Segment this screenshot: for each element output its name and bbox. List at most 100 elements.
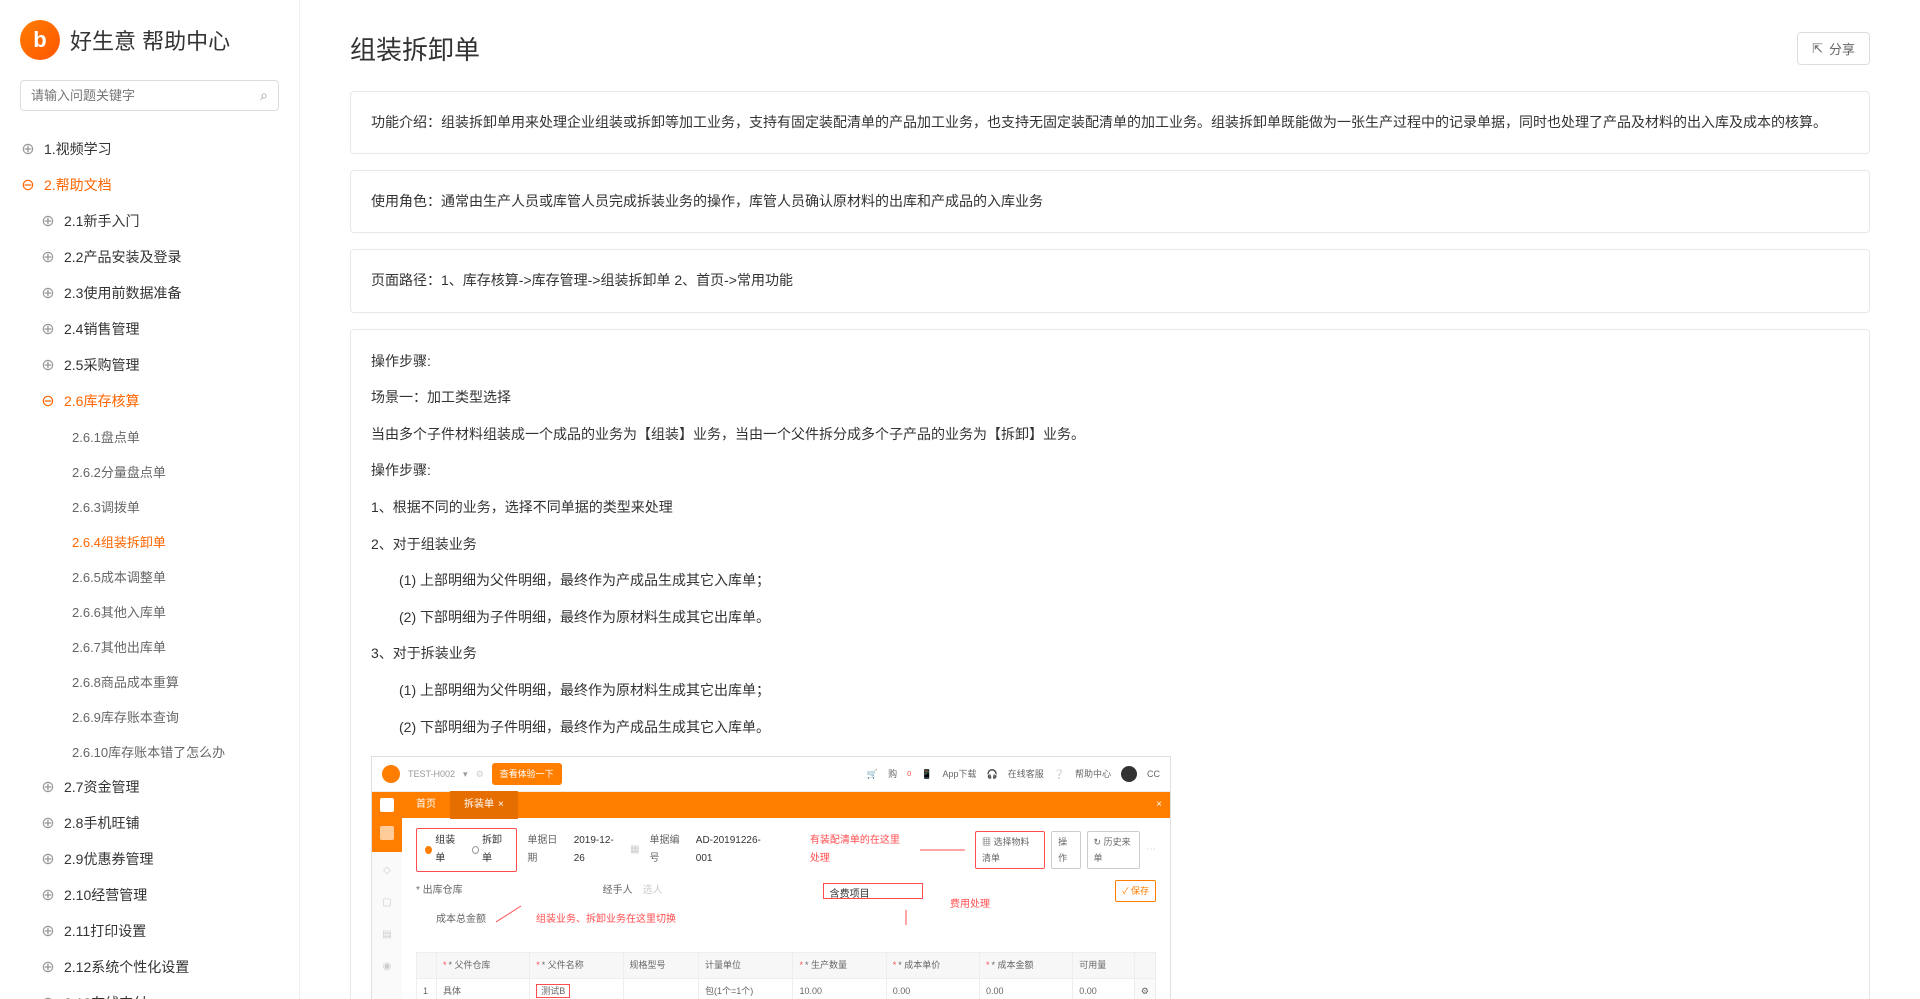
nav-label: 2.13在线支付 <box>64 993 147 999</box>
nav-label: 2.6.8商品成本重算 <box>72 672 179 691</box>
nav-item-2-6-1[interactable]: 2.6.1盘点单 <box>20 419 279 454</box>
ss-fee-input: 含费项目 <box>823 883 923 899</box>
nav-item-2-1[interactable]: ⊕2.1新手入门 <box>20 203 279 239</box>
nav-item-2-6-3[interactable]: 2.6.3调拨单 <box>20 489 279 524</box>
ss-tab-label: 拆装单 <box>464 799 494 810</box>
ss-warehouse-label: * 出库仓库 <box>416 882 463 900</box>
nav-item-2-6-2[interactable]: 2.6.2分量盘点单 <box>20 454 279 489</box>
nav-item-2-6-7[interactable]: 2.6.7其他出库单 <box>20 629 279 664</box>
calendar-icon: ▦ <box>630 841 639 859</box>
ss-help-label: 帮助中心 <box>1075 766 1111 782</box>
scene-desc: 当由多个子件材料组装成一个成品的业务为【组装】业务，当由一个父件拆分成多个子产品… <box>371 421 1849 448</box>
nav-label: 2.6.4组装拆卸单 <box>72 532 166 551</box>
search-icon[interactable]: ⌕ <box>260 87 268 104</box>
nav-label: 2.8手机旺铺 <box>64 813 139 833</box>
nav-item-2-4[interactable]: ⊕2.4销售管理 <box>20 311 279 347</box>
phone-icon: 📱 <box>921 766 932 782</box>
header-row: 组装拆卸单 ⇱ 分享 <box>350 30 1870 67</box>
info-text: 组装拆卸单用来处理企业组装或拆卸等加工业务，支持有固定装配清单的产品加工业务，也… <box>441 114 1827 130</box>
nav-item-2-9[interactable]: ⊕2.9优惠券管理 <box>20 841 279 877</box>
step-1: 1、根据不同的业务，选择不同单据的类型来处理 <box>371 494 1849 521</box>
th: * 父件名称 <box>530 953 623 978</box>
nav-item-2-11[interactable]: ⊕2.11打印设置 <box>20 913 279 949</box>
nav-item-2-6-5[interactable]: 2.6.5成本调整单 <box>20 559 279 594</box>
td: 10.00 <box>793 978 886 999</box>
more-icon: ⋯ <box>1146 841 1156 859</box>
td: 0.00 <box>886 978 979 999</box>
ss-radio-disassemble: 拆卸单 <box>472 832 509 868</box>
radio-dot-icon <box>472 846 479 854</box>
nav-item-2-7[interactable]: ⊕2.7资金管理 <box>20 769 279 805</box>
embedded-screenshot: TEST-H002 ▾ ⚙ 查看体验一下 🛒购0 📱App下载 🎧在线客服 ❔帮… <box>371 756 1171 999</box>
avatar-icon <box>1121 766 1137 782</box>
plus-icon: ⊕ <box>40 995 56 999</box>
nav-item-2-13[interactable]: ⊕ 2.13在线支付 <box>20 985 279 999</box>
th: * 成本单价 <box>886 953 979 978</box>
nav-item-2-3[interactable]: ⊕2.3使用前数据准备 <box>20 275 279 311</box>
steps-label: 操作步骤: <box>371 457 1849 484</box>
nav-item-2-8[interactable]: ⊕2.8手机旺铺 <box>20 805 279 841</box>
plus-icon: ⊕ <box>40 851 56 867</box>
ss-tab-home: 首页 <box>402 791 450 819</box>
nav-item-2-6-8[interactable]: 2.6.8商品成本重算 <box>20 664 279 699</box>
step-2b: (2) 下部明细为子件明细，最终作为原材料生成其它出库单。 <box>371 604 1849 631</box>
page-title: 组装拆卸单 <box>350 30 480 67</box>
ss-trial-button: 查看体验一下 <box>492 763 562 785</box>
plus-icon: ⊕ <box>40 321 56 337</box>
sidebar-icon: ▤ <box>382 926 391 944</box>
info-box-path: 页面路径：1、库存核算->库存管理->组装拆卸单 2、首页->常用功能 <box>350 249 1870 312</box>
td: 0.00 <box>1073 978 1135 999</box>
nav-item-video[interactable]: ⊕1.视频学习 <box>20 131 279 167</box>
steps-title: 操作步骤: <box>371 348 1849 375</box>
cart-icon: 🛒 <box>867 766 878 782</box>
th: 可用量 <box>1073 953 1135 978</box>
sidebar-icon: ▢ <box>382 894 391 912</box>
ss-top-left: TEST-H002 ▾ ⚙ 查看体验一下 <box>382 763 562 785</box>
headset-icon: 🎧 <box>987 766 998 782</box>
nav-label: 2.10经营管理 <box>64 885 147 905</box>
share-icon: ⇱ <box>1812 41 1823 57</box>
th <box>1134 953 1155 978</box>
ss-service-label: 在线客服 <box>1008 766 1044 782</box>
nav-item-2-6[interactable]: ⊖2.6库存核算 <box>20 383 279 419</box>
ss-save-button: ✓ 保存 <box>1115 880 1156 902</box>
nav-label: 1.视频学习 <box>44 139 112 159</box>
share-button[interactable]: ⇱ 分享 <box>1797 32 1870 65</box>
nav-item-docs[interactable]: ⊖2.帮助文档 <box>20 167 279 203</box>
nav-item-2-5[interactable]: ⊕2.5采购管理 <box>20 347 279 383</box>
plus-icon: ⊕ <box>40 249 56 265</box>
nav-item-2-2[interactable]: ⊕2.2产品安装及登录 <box>20 239 279 275</box>
sidebar: b 好生意 帮助中心 ⌕ ⊕1.视频学习 ⊖2.帮助文档 ⊕2.1新手入门 ⊕2… <box>0 0 300 999</box>
table-row: 1 具体 测试B 包(1个=1个) 10.00 0.00 0.00 0.00 ⚙ <box>417 978 1156 999</box>
nav-item-2-6-10[interactable]: 2.6.10库存账本错了怎么办 <box>20 734 279 769</box>
ss-user-label: CC <box>1147 766 1160 782</box>
info-label: 使用角色： <box>371 193 441 209</box>
nav-label: 2.6.5成本调整单 <box>72 567 166 586</box>
step-3a: (1) 上部明细为父件明细，最终作为原材料生成其它出库单； <box>371 677 1849 704</box>
share-label: 分享 <box>1829 39 1855 58</box>
ss-company: TEST-H002 <box>408 766 455 782</box>
minus-icon: ⊖ <box>20 177 36 193</box>
step-2a: (1) 上部明细为父件明细，最终作为产成品生成其它入库单； <box>371 567 1849 594</box>
ss-save-area: ✓ 保存 <box>1115 880 1156 902</box>
nav-item-2-6-9[interactable]: 2.6.9库存账本查询 <box>20 699 279 734</box>
nav-label: 2.3使用前数据准备 <box>64 283 181 303</box>
nav-item-2-12[interactable]: ⊕2.12系统个性化设置 <box>20 949 279 985</box>
search-box[interactable]: ⌕ <box>20 80 279 111</box>
td: 0.00 <box>979 978 1072 999</box>
nav-item-2-6-4[interactable]: 2.6.4组装拆卸单 <box>20 524 279 559</box>
ss-form-row-3: 成本总金额 组装业务、拆卸业务在这里切换 <box>416 910 1156 930</box>
scene-title: 场景一：加工类型选择 <box>371 384 1849 411</box>
ss-leftbar <box>372 792 402 852</box>
site-title: 好生意 帮助中心 <box>70 24 230 56</box>
nav-item-2-10[interactable]: ⊕2.10经营管理 <box>20 877 279 913</box>
nav-item-2-6-6[interactable]: 2.6.6其他入库单 <box>20 594 279 629</box>
ss-radio-group: 组装单 拆卸单 <box>416 828 517 872</box>
ss-tabs: 首页 拆装单× × <box>402 792 1170 818</box>
td: 1 <box>417 978 437 999</box>
th: 计量单位 <box>699 953 793 978</box>
arrow-icon <box>496 904 526 924</box>
ss-tab-active: 拆装单× <box>450 791 518 819</box>
search-input[interactable] <box>31 88 260 103</box>
nav-label: 2.12系统个性化设置 <box>64 957 189 977</box>
